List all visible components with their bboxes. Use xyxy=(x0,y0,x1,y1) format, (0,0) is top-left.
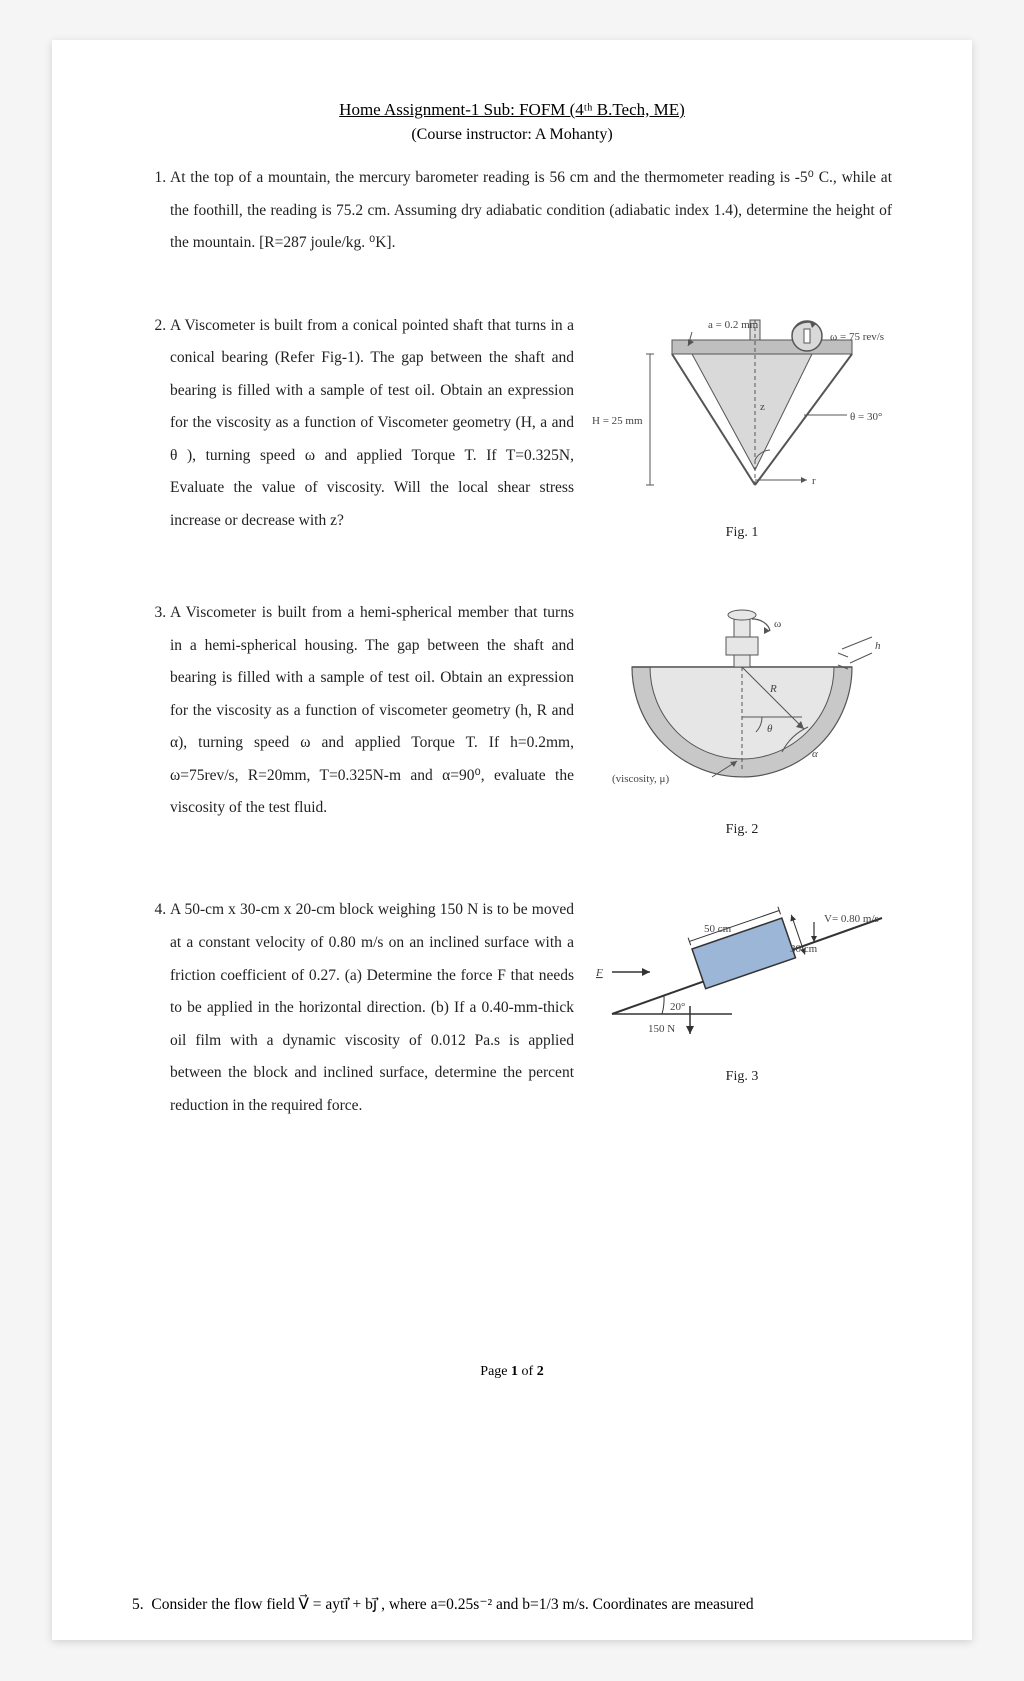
fig2-h-label: h xyxy=(875,640,881,652)
fig2-omega-label: ω xyxy=(774,618,781,630)
fig1-H-label: H = 25 mm xyxy=(592,415,643,427)
figure-1-caption: Fig. 1 xyxy=(592,518,892,547)
assignment-title: Home Assignment-1 Sub: FOFM (4ᵗʰ B.Tech,… xyxy=(132,100,892,120)
question-2-text: A Viscometer is built from a conical poi… xyxy=(170,310,574,538)
fig3-vel-label: V= 0.80 m/s xyxy=(824,913,879,925)
question-3: A Viscometer is built from a hemi-spheri… xyxy=(170,597,892,844)
question-5: 5. Consider the flow field V⃗ = ayti⃗ + … xyxy=(132,1595,892,1614)
figure-1-wrap: z θ = 30° r a = 0.2 mm xyxy=(592,310,892,547)
fig1-a-label: a = 0.2 mm xyxy=(708,319,759,331)
course-instructor: (Course instructor: A Mohanty) xyxy=(132,126,892,144)
fig3-F-label: F xyxy=(595,967,603,979)
fig1-omega-label: ω = 75 rev/s xyxy=(830,331,884,343)
question-4: A 50-cm x 30-cm x 20-cm block weighing 1… xyxy=(170,894,892,1122)
fig3-len-label: 50 cm xyxy=(704,923,732,935)
fig3-angle-label: 20° xyxy=(670,1001,685,1013)
fig2-R-label: R xyxy=(769,683,777,695)
page-number: Page 1 of 2 xyxy=(52,1364,972,1380)
fig3-weight-label: 150 N xyxy=(648,1023,675,1035)
fig1-r-label: r xyxy=(812,475,816,487)
figure-2: ω R θ α xyxy=(592,597,892,807)
figure-3-caption: Fig. 3 xyxy=(592,1062,892,1091)
question-5-text: Consider the flow field V⃗ = ayti⃗ + bj⃗… xyxy=(151,1596,753,1613)
figure-2-caption: Fig. 2 xyxy=(592,815,892,844)
figure-2-wrap: ω R θ α xyxy=(592,597,892,844)
fig1-z-label: z xyxy=(760,401,765,413)
figure-3-wrap: 20° F xyxy=(592,894,892,1091)
fig1-theta-label: θ = 30° xyxy=(850,411,882,423)
question-1-text: At the top of a mountain, the mercury ba… xyxy=(170,169,892,251)
document-page: Home Assignment-1 Sub: FOFM (4ᵗʰ B.Tech,… xyxy=(52,40,972,1640)
question-1: At the top of a mountain, the mercury ba… xyxy=(170,162,892,260)
figure-1: z θ = 30° r a = 0.2 mm xyxy=(592,310,892,510)
question-list: At the top of a mountain, the mercury ba… xyxy=(132,162,892,1122)
fig2-alpha-label: α xyxy=(812,748,818,760)
fig3-ht-label: 30 cm xyxy=(790,943,818,955)
question-4-text: A 50-cm x 30-cm x 20-cm block weighing 1… xyxy=(170,894,574,1122)
question-3-text: A Viscometer is built from a hemi-spheri… xyxy=(170,597,574,825)
fig2-theta-label: θ xyxy=(767,723,773,735)
question-2: A Viscometer is built from a conical poi… xyxy=(170,310,892,547)
figure-3: 20° F xyxy=(592,894,892,1054)
fig2-mu-label: (viscosity, μ) xyxy=(612,773,669,785)
